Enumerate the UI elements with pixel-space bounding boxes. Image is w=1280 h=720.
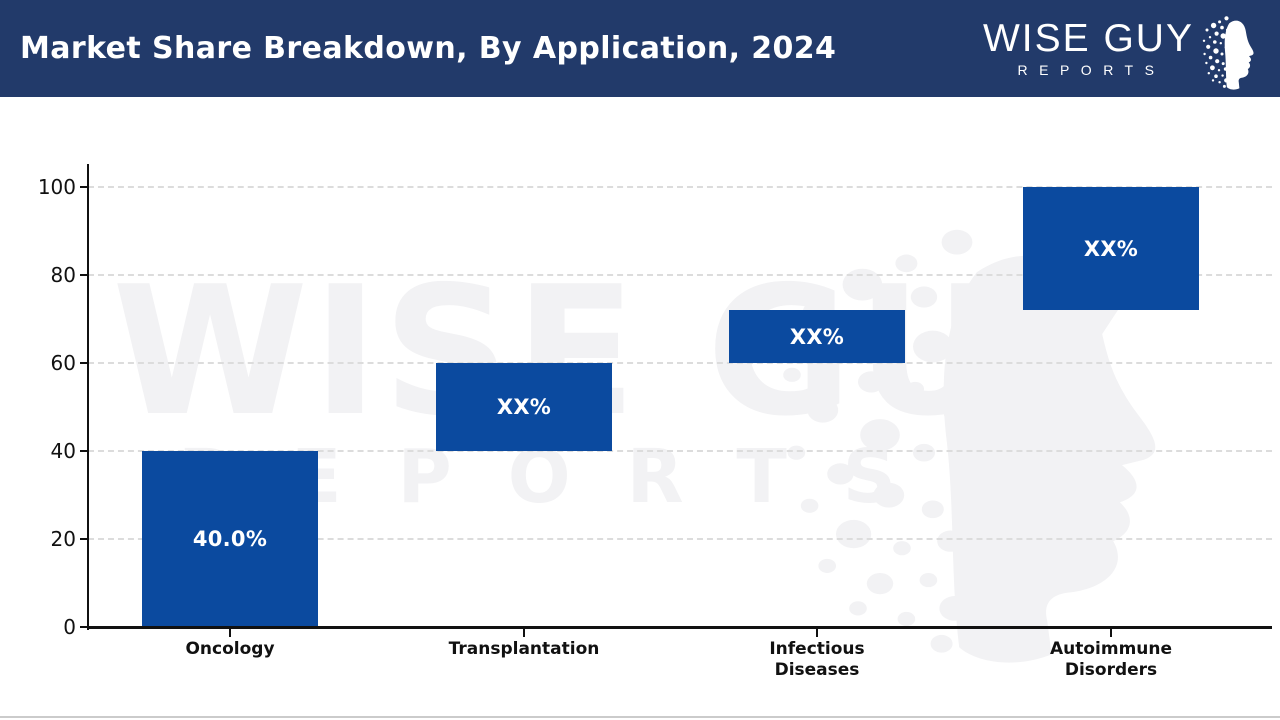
bar-oncology: 40.0% [142,451,318,627]
brand-logo: WISE GUY REPORTS [983,7,1258,91]
brand-name: WISE GUY [982,17,1194,60]
y-axis-tick-mark [80,186,88,188]
gridline-60 [88,362,1272,364]
category-label-transplantation: Transplantation [448,639,600,659]
x-axis-tick-mark [1110,629,1112,637]
x-axis-tick-mark [523,629,525,637]
bar-value-label-transplantation: XX% [496,395,552,419]
bar-value-label-infectious-diseases: XX% [789,324,845,349]
y-axis-tick-mark [80,362,88,364]
brand-logo-text: WISE GUY REPORTS [982,17,1194,79]
gridline-20 [88,538,1272,540]
y-axis-tick-mark [80,450,88,452]
y-axis-tick-mark [80,626,88,628]
y-axis-tick-label: 0 [63,615,76,639]
header-bar: Market Share Breakdown, By Application, … [0,0,1280,97]
category-label-infectious-diseases: Infectious Diseases [769,639,865,680]
gridline-100 [88,186,1272,188]
chart-title: Market Share Breakdown, By Application, … [20,31,837,66]
y-axis-tick-label: 60 [50,351,76,375]
category-label-autoimmune-disorders: Autoimmune Disorders [1049,639,1173,680]
bar-infectious-diseases: XX% [729,310,905,363]
y-axis-tick-mark [80,538,88,540]
gridline-40 [88,450,1272,452]
bar-transplantation: XX% [436,363,612,451]
y-axis-tick-label: 20 [50,527,76,551]
y-axis-tick-label: 80 [50,263,76,287]
x-axis-tick-mark [816,629,818,637]
brand-subname: REPORTS [1017,62,1166,78]
y-axis-tick-label: 100 [37,175,76,199]
bottom-divider [0,716,1280,718]
y-axis-tick-mark [80,274,88,276]
bar-value-label-oncology: 40.0% [192,527,268,551]
category-label-oncology: Oncology [185,639,275,659]
y-axis-line [87,164,89,630]
x-axis-line [88,626,1272,629]
y-axis-tick-label: 40 [50,439,76,463]
gridline-80 [88,274,1272,276]
bar-value-label-autoimmune-disorders: XX% [1083,236,1139,261]
bar-autoimmune-disorders: XX% [1023,187,1199,311]
x-axis-tick-mark [229,629,231,637]
